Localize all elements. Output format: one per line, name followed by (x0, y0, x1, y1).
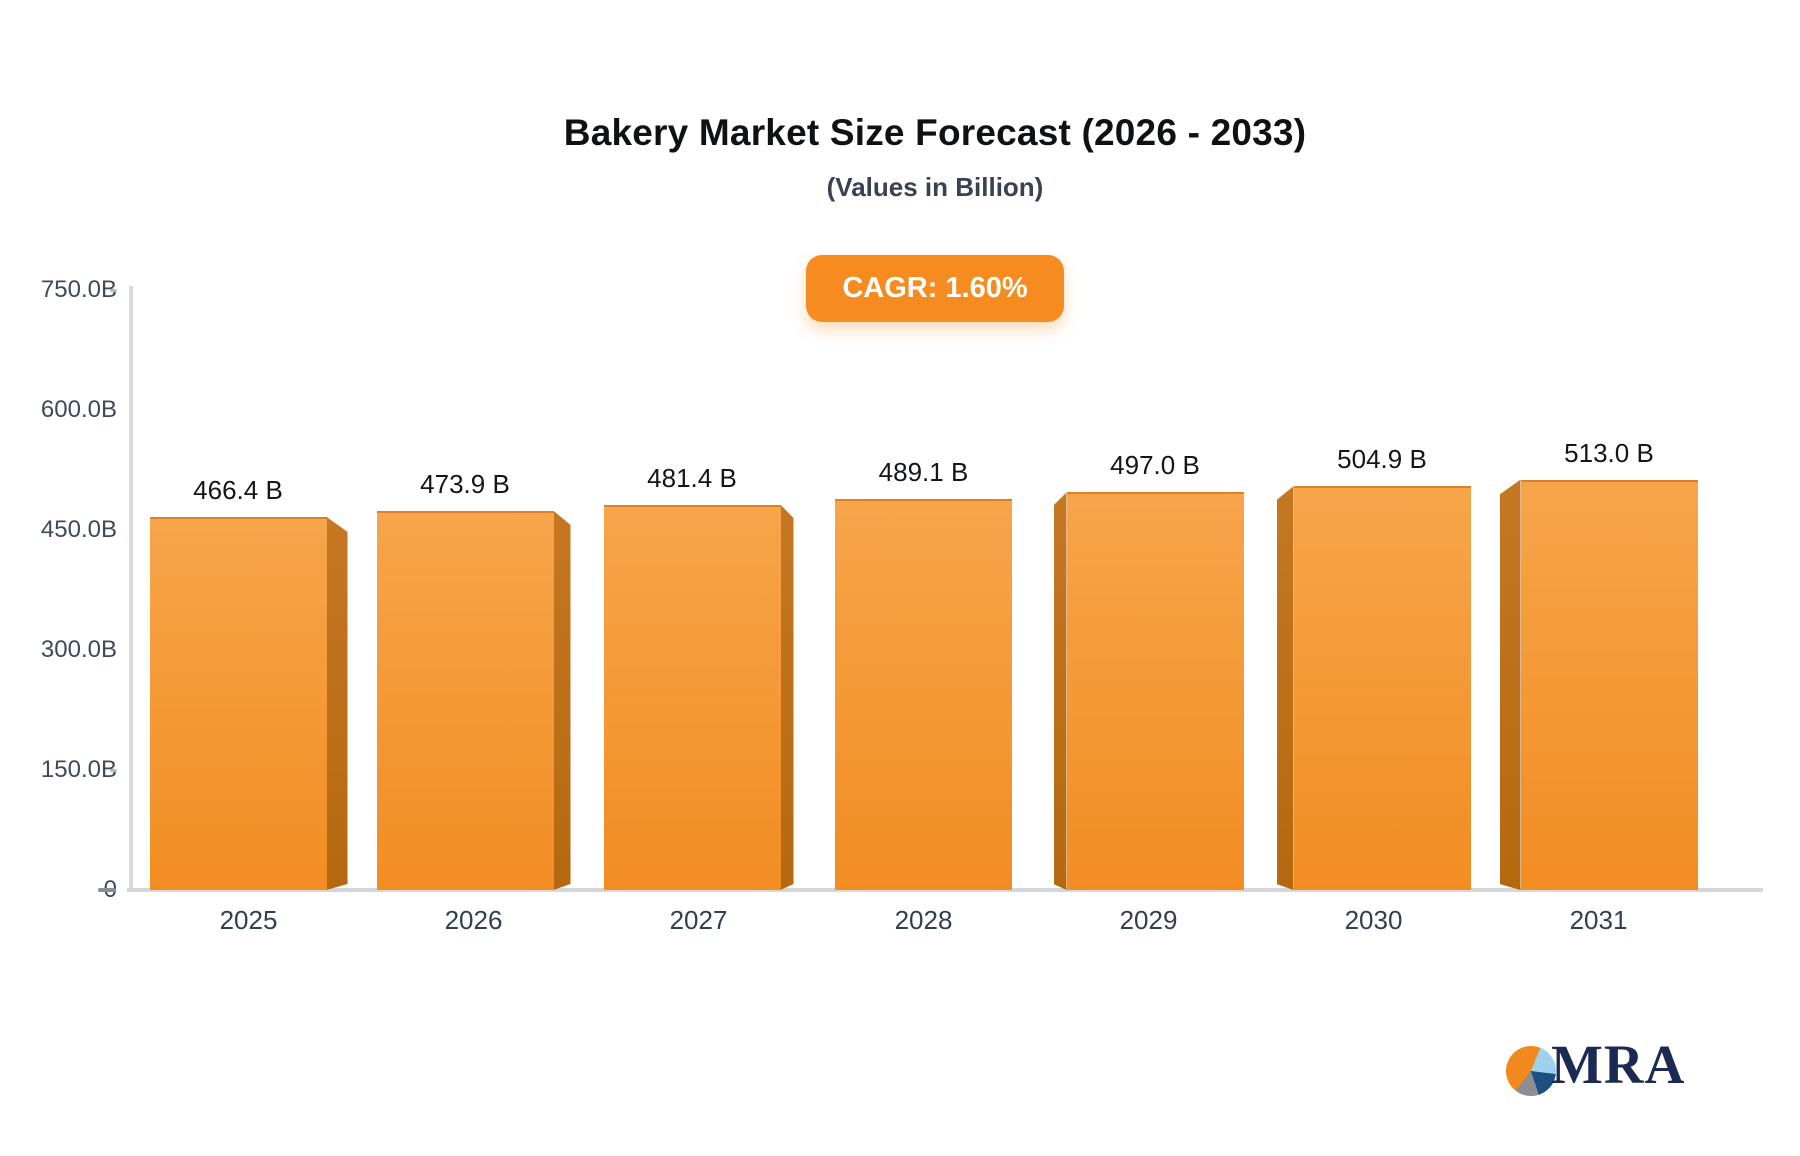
y-axis-zero-tick-mark (98, 888, 116, 892)
bar-2031-side-face (1500, 480, 1521, 890)
cagr-badge: CAGR: 1.60% (806, 255, 1064, 322)
brand-logo-text: MRA (1551, 1034, 1686, 1095)
x-axis-baseline (127, 888, 1763, 892)
x-axis-label-2030: 2030 (1344, 905, 1403, 935)
bar-2030-side-face (1277, 486, 1294, 890)
bar-2027 (603, 504, 781, 890)
y-axis-tick-mark (110, 769, 117, 772)
cagr-badge-row: CAGR: 1.60% (70, 255, 1800, 322)
y-axis-tick-label: 750.0B (40, 276, 117, 303)
bar-value-label: 481.4 B (647, 462, 737, 493)
x-axis-label-2031: 2031 (1569, 905, 1628, 935)
bar-value-label: 504.9 B (1337, 444, 1427, 475)
x-axis-label-2026: 2026 (444, 905, 503, 935)
bar-2029-side-face (1054, 492, 1067, 890)
bar-value-label: 513.0 B (1564, 437, 1654, 468)
bar-value-label: 473.9 B (420, 468, 510, 499)
bar-value-label: 497.0 B (1110, 450, 1200, 481)
chart-subtitle: (Values in Billion) (826, 172, 1044, 202)
bar-2026-side-face (554, 511, 571, 890)
bar-2026 (376, 510, 554, 890)
chart-title: Bakery Market Size Forecast (2026 - 2033… (563, 112, 1307, 153)
bar-2025 (149, 516, 327, 890)
y-axis-line (129, 286, 133, 892)
y-axis-tick-mark (110, 289, 117, 292)
bar-2025-side-face (327, 517, 348, 890)
x-axis-label-2027: 2027 (669, 905, 728, 935)
bar-2027-side-face (781, 505, 794, 890)
x-axis-label-2028: 2028 (894, 905, 953, 935)
x-axis-label-2029: 2029 (1119, 905, 1178, 935)
bar-2028 (835, 498, 1012, 890)
y-axis-tick-label: 300.0B (40, 636, 117, 663)
bar-2030 (1293, 486, 1471, 890)
pie-chart-logo-icon (1506, 1046, 1556, 1096)
bar-value-label: 489.1 B (878, 456, 969, 487)
y-axis-tick-label: 150.0B (40, 756, 117, 783)
bar-2029 (1066, 492, 1244, 890)
bar-value-label: 466.4 B (193, 474, 283, 505)
y-axis-tick-label: 600.0B (40, 396, 117, 423)
x-axis-label-2025: 2025 (219, 905, 278, 935)
y-axis-tick-label: 450.0B (40, 516, 117, 543)
bar-2031 (1520, 479, 1698, 890)
